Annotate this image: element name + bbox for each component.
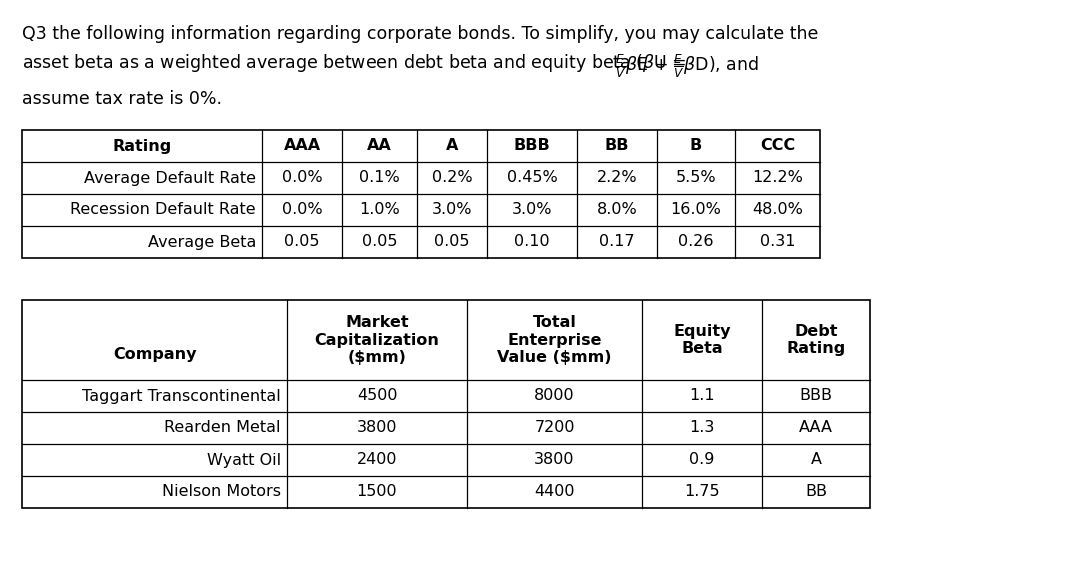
Text: 48.0%: 48.0% <box>753 203 803 218</box>
Text: AAA: AAA <box>799 420 833 435</box>
Text: Equity
Beta: Equity Beta <box>673 324 731 356</box>
Text: Wyatt Oil: Wyatt Oil <box>206 453 281 467</box>
Text: $\frac{E}{V}\beta$E + $\frac{E}{V}\beta$D), and: $\frac{E}{V}\beta$E + $\frac{E}{V}\beta$… <box>615 52 759 80</box>
Text: 0.10: 0.10 <box>514 234 550 250</box>
Text: 2400: 2400 <box>356 453 397 467</box>
Text: Market
Capitalization
($mm): Market Capitalization ($mm) <box>315 315 440 365</box>
Text: Average Beta: Average Beta <box>148 234 256 250</box>
Text: Average Default Rate: Average Default Rate <box>84 170 256 185</box>
Text: 2.2%: 2.2% <box>596 170 637 185</box>
Text: Company: Company <box>113 347 197 362</box>
Text: 0.31: 0.31 <box>760 234 795 250</box>
Text: BB: BB <box>605 138 629 153</box>
Text: Taggart Transcontinental: Taggart Transcontinental <box>83 389 281 404</box>
Text: 7200: 7200 <box>534 420 574 435</box>
Text: 8000: 8000 <box>534 389 574 404</box>
Text: 12.2%: 12.2% <box>753 170 803 185</box>
Bar <box>22 300 870 508</box>
Text: 3.0%: 3.0% <box>432 203 472 218</box>
Text: Nielson Motors: Nielson Motors <box>162 485 281 500</box>
Text: assume tax rate is 0%.: assume tax rate is 0%. <box>22 90 222 108</box>
Text: A: A <box>446 138 458 153</box>
Text: 3.0%: 3.0% <box>512 203 553 218</box>
Text: 16.0%: 16.0% <box>670 203 721 218</box>
Text: 5.5%: 5.5% <box>675 170 717 185</box>
Text: B: B <box>690 138 703 153</box>
Text: AA: AA <box>367 138 392 153</box>
Text: 0.9: 0.9 <box>690 453 715 467</box>
Text: Rearden Metal: Rearden Metal <box>164 420 281 435</box>
Text: Total
Enterprise
Value ($mm): Total Enterprise Value ($mm) <box>497 315 611 365</box>
Text: 1.0%: 1.0% <box>359 203 400 218</box>
Text: 0.05: 0.05 <box>362 234 397 250</box>
Text: BBB: BBB <box>799 389 833 404</box>
Text: Debt
Rating: Debt Rating <box>786 324 846 356</box>
Text: CCC: CCC <box>760 138 795 153</box>
Text: 1.1: 1.1 <box>690 389 715 404</box>
Text: 1.75: 1.75 <box>684 485 720 500</box>
Text: asset beta as a weighted average between debt beta and equity beta ($\beta$U =: asset beta as a weighted average between… <box>22 52 689 74</box>
Text: A: A <box>810 453 821 467</box>
Text: 0.05: 0.05 <box>285 234 319 250</box>
Text: 0.45%: 0.45% <box>507 170 557 185</box>
Text: AAA: AAA <box>283 138 320 153</box>
Text: 0.17: 0.17 <box>599 234 635 250</box>
Text: 3800: 3800 <box>534 453 574 467</box>
Bar <box>22 130 820 258</box>
Text: 1.3: 1.3 <box>690 420 715 435</box>
Text: Recession Default Rate: Recession Default Rate <box>71 203 256 218</box>
Text: BB: BB <box>805 485 828 500</box>
Text: 1500: 1500 <box>356 485 397 500</box>
Text: 0.26: 0.26 <box>679 234 714 250</box>
Text: 3800: 3800 <box>356 420 397 435</box>
Text: 0.05: 0.05 <box>434 234 470 250</box>
Text: 0.0%: 0.0% <box>281 203 323 218</box>
Text: 8.0%: 8.0% <box>596 203 637 218</box>
Text: 0.2%: 0.2% <box>432 170 472 185</box>
Text: Rating: Rating <box>112 138 172 153</box>
Text: 4400: 4400 <box>534 485 574 500</box>
Text: 0.0%: 0.0% <box>281 170 323 185</box>
Text: 0.1%: 0.1% <box>359 170 400 185</box>
Text: 4500: 4500 <box>356 389 397 404</box>
Text: Q3 the following information regarding corporate bonds. To simplify, you may cal: Q3 the following information regarding c… <box>22 25 819 43</box>
Text: BBB: BBB <box>514 138 551 153</box>
